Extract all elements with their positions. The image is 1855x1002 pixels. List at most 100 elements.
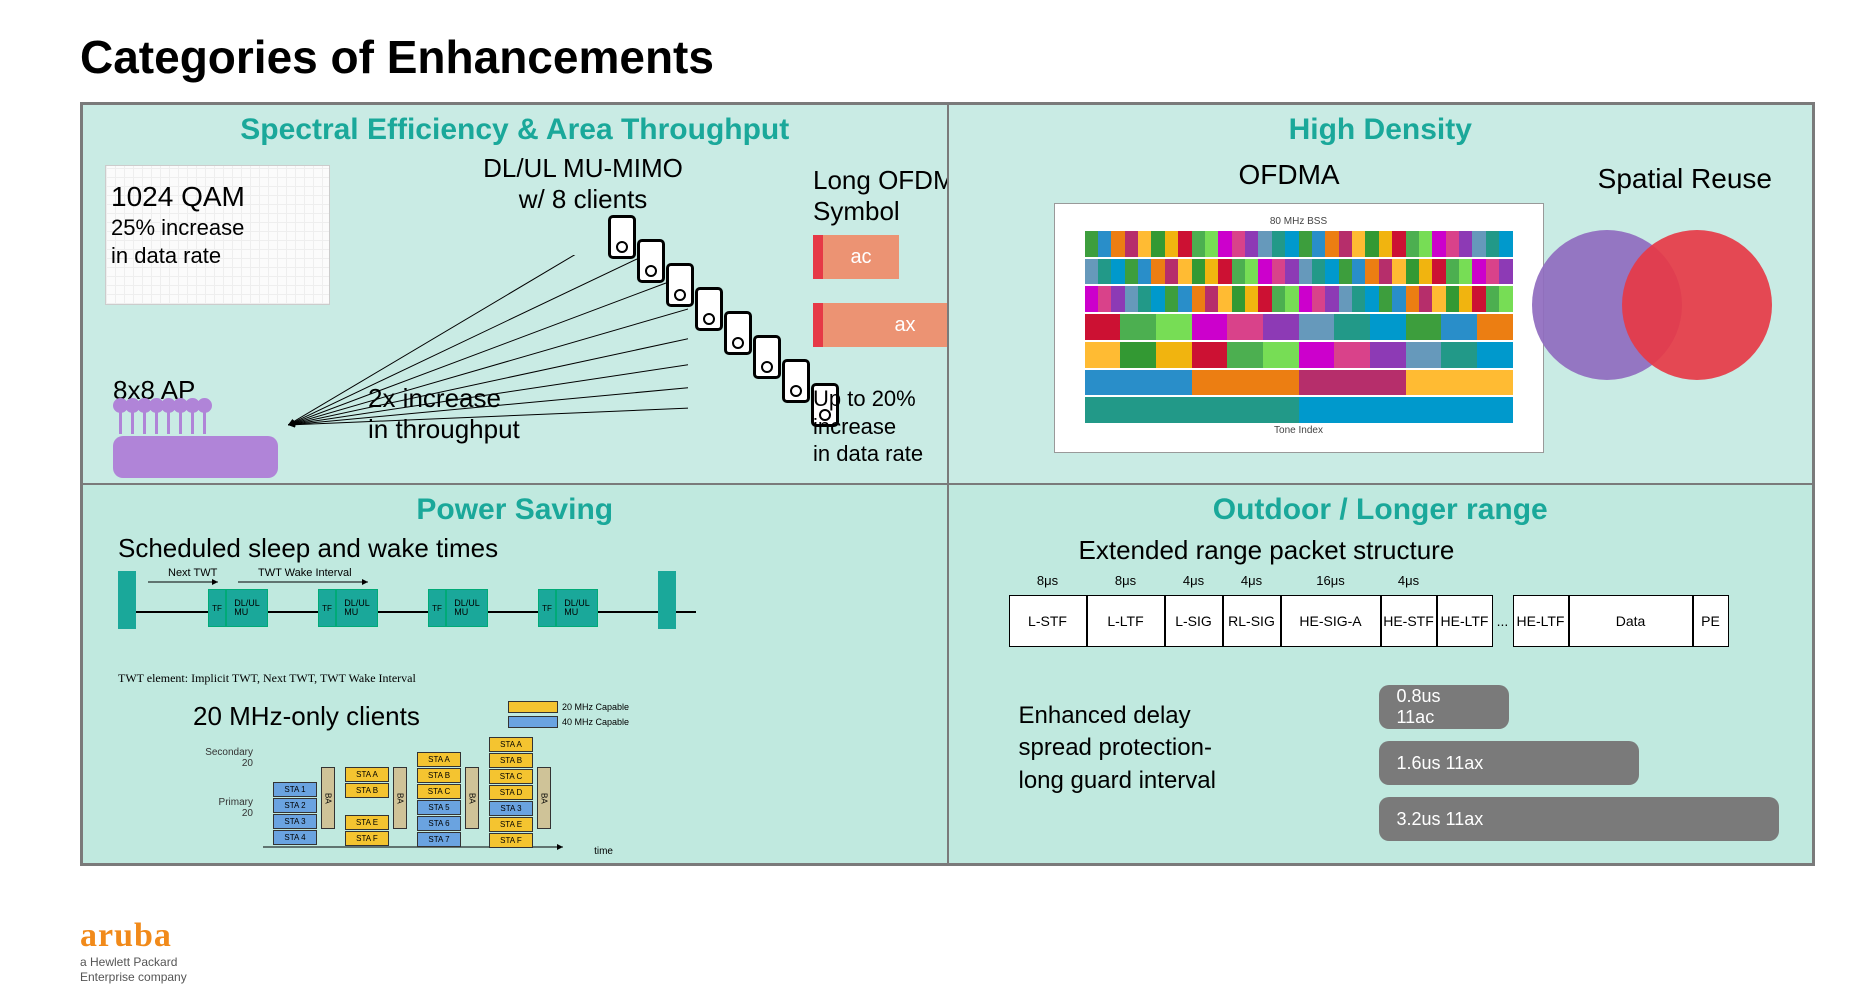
ofdm-bars: ac ax bbox=[813, 235, 948, 371]
antenna-icon bbox=[191, 408, 194, 434]
sta-box: STA 7 bbox=[417, 832, 461, 847]
packet-segment: HE-LTF bbox=[1513, 595, 1569, 647]
ofdma-chip bbox=[1263, 314, 1299, 340]
ofdma-chip bbox=[1245, 259, 1258, 285]
ofdma-chip bbox=[1406, 314, 1442, 340]
ofdma-chip bbox=[1272, 259, 1285, 285]
sta-box: STA B bbox=[417, 768, 461, 783]
ofdma-chip bbox=[1285, 231, 1298, 257]
ofdma-stripe-row bbox=[1085, 314, 1513, 340]
ofdma-chip bbox=[1098, 286, 1111, 312]
ofdma-chip bbox=[1499, 286, 1512, 312]
ofdma-chip bbox=[1138, 231, 1151, 257]
mimo-block: DL/UL MU-MIMO w/ 8 clients bbox=[403, 153, 763, 215]
guard-bars: 0.8us 11ac1.6us 11ax3.2us 11ax bbox=[1379, 685, 1779, 841]
ofdma-chip bbox=[1218, 231, 1231, 257]
twt-slot: TFDL/ULMU bbox=[538, 589, 598, 627]
ofdma-chip bbox=[1299, 259, 1312, 285]
ofdma-chip bbox=[1258, 231, 1271, 257]
ofdma-chip bbox=[1232, 259, 1245, 285]
ofdma-chip bbox=[1365, 259, 1378, 285]
legend-text: 20 MHz Capable bbox=[562, 702, 629, 712]
ofdma-chip bbox=[1165, 286, 1178, 312]
ofdma-chip bbox=[1477, 342, 1513, 368]
sta-box: STA 3 bbox=[489, 801, 533, 816]
ofdma-chip bbox=[1432, 259, 1445, 285]
packet-segment: L-LTF bbox=[1087, 595, 1165, 647]
legend-swatch-icon bbox=[508, 701, 558, 713]
ofdma-chip bbox=[1151, 259, 1164, 285]
ofdma-chip bbox=[1312, 286, 1325, 312]
sta-box: STA F bbox=[489, 833, 533, 848]
ofdma-chip bbox=[1334, 342, 1370, 368]
quadrant-range: Outdoor / Longer range Extended range pa… bbox=[948, 484, 1814, 864]
timing-label: 4μs bbox=[1223, 573, 1281, 588]
packet-segment: L-SIG bbox=[1165, 595, 1223, 647]
ofdma-chip bbox=[1325, 259, 1338, 285]
antenna-icon bbox=[167, 408, 170, 434]
antenna-icon bbox=[179, 408, 182, 434]
ofdma-chip bbox=[1419, 286, 1432, 312]
ofdma-chip bbox=[1406, 231, 1419, 257]
ofdma-chip bbox=[1285, 259, 1298, 285]
ofdma-chip bbox=[1334, 314, 1370, 340]
ofdm-bar-row: ac bbox=[813, 235, 948, 279]
ofdma-chip bbox=[1156, 342, 1192, 368]
antenna-icon bbox=[119, 408, 122, 434]
q1-title: Spectral Efficiency & Area Throughput bbox=[95, 113, 935, 147]
sched-title: Scheduled sleep and wake times bbox=[118, 533, 498, 564]
packet-timings: 8μs8μs4μs4μs16μs4μs bbox=[1009, 573, 1437, 588]
sta-box: STA 5 bbox=[417, 800, 461, 815]
ofdma-label: OFDMA bbox=[1239, 159, 1340, 191]
ofdma-chip bbox=[1339, 286, 1352, 312]
ofdma-chip bbox=[1085, 286, 1098, 312]
bar-preamble-icon bbox=[813, 303, 823, 347]
ofdma-chip bbox=[1192, 370, 1299, 396]
twt-mu-box: DL/ULMU bbox=[556, 589, 598, 627]
timing-label: 16μs bbox=[1281, 573, 1381, 588]
twt-slot: TFDL/ULMU bbox=[428, 589, 488, 627]
ofdma-chip bbox=[1192, 286, 1205, 312]
ba-box: BA bbox=[465, 767, 479, 829]
ofdma-chip bbox=[1486, 231, 1499, 257]
antenna-icon bbox=[155, 408, 158, 434]
legend-text: 40 MHz Capable bbox=[562, 717, 629, 727]
sta-box: STA 3 bbox=[273, 814, 317, 829]
sta-box: STA A bbox=[489, 737, 533, 752]
spatial-reuse-label: Spatial Reuse bbox=[1598, 163, 1772, 195]
ofdma-chip bbox=[1299, 342, 1335, 368]
ofdma-chip bbox=[1446, 231, 1459, 257]
sta-box: STA 2 bbox=[273, 798, 317, 813]
ofdma-chip bbox=[1138, 286, 1151, 312]
ofdma-chip bbox=[1120, 314, 1156, 340]
phone-icon bbox=[782, 359, 810, 403]
ofdma-chart: 80 MHz BSS Tone Index bbox=[1054, 203, 1544, 453]
sta-box: STA 4 bbox=[273, 830, 317, 845]
ofdma-chip bbox=[1299, 397, 1513, 423]
guard-bar: 0.8us 11ac bbox=[1379, 685, 1509, 729]
sta-column: STA ASTA BSTA CSTA 5STA 6STA 7 bbox=[417, 752, 461, 847]
ofdma-chip bbox=[1299, 314, 1335, 340]
packet-title: Extended range packet structure bbox=[1079, 535, 1455, 566]
ofdma-chip bbox=[1472, 231, 1485, 257]
ofdma-chip bbox=[1432, 286, 1445, 312]
footer-logo: aruba a Hewlett Packard Enterprise compa… bbox=[80, 917, 187, 984]
ofdma-chip bbox=[1151, 231, 1164, 257]
twt-caption: TWT element: Implicit TWT, Next TWT, TWT… bbox=[118, 671, 416, 686]
ofdma-chip bbox=[1205, 286, 1218, 312]
sta-box: STA A bbox=[417, 752, 461, 767]
ofdm-bar-row: ax bbox=[813, 303, 948, 347]
ofdma-chip bbox=[1392, 286, 1405, 312]
bar-ax: ax bbox=[823, 303, 948, 347]
ofdma-chip bbox=[1365, 286, 1378, 312]
ofdma-chip bbox=[1299, 231, 1312, 257]
ofdma-chip bbox=[1352, 286, 1365, 312]
ofdma-chip bbox=[1218, 259, 1231, 285]
ofdma-chip bbox=[1111, 231, 1124, 257]
ofdma-chip bbox=[1156, 314, 1192, 340]
ofdma-chip bbox=[1419, 259, 1432, 285]
qam-heading: 1024 QAM bbox=[111, 179, 245, 214]
ofdma-chip bbox=[1325, 286, 1338, 312]
sta-box: STA 6 bbox=[417, 816, 461, 831]
ofdma-chip bbox=[1098, 231, 1111, 257]
